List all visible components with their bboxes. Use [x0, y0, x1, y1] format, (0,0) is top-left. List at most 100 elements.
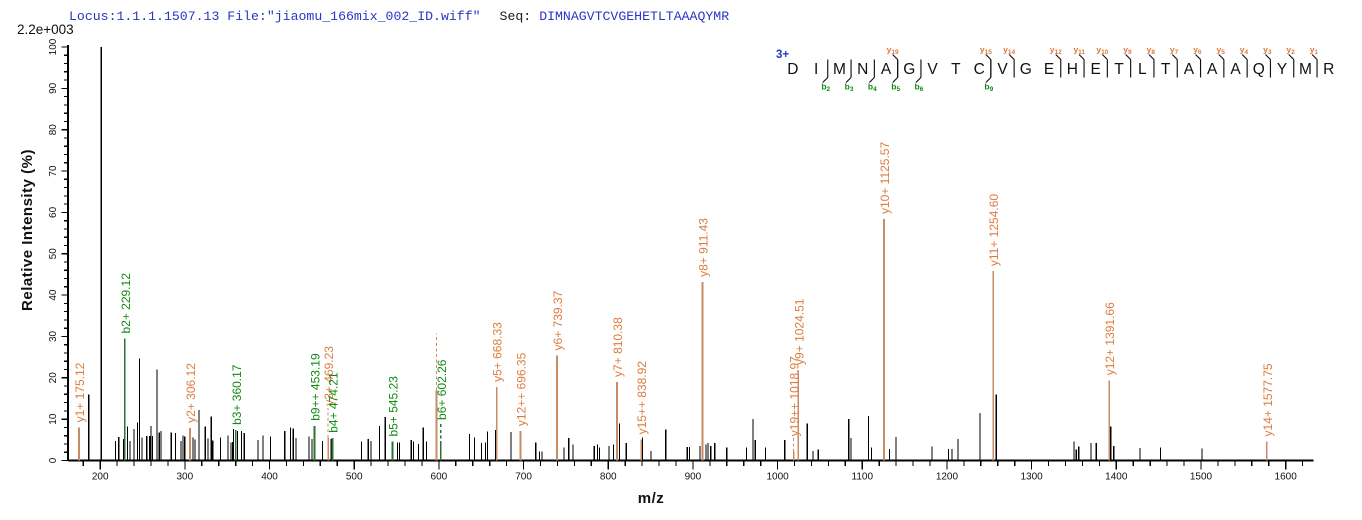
y-fragment-hook: [1148, 54, 1155, 60]
ion-peak: b5+ 545.23: [387, 376, 401, 461]
y-ion-peak-label: y5+ 668.33: [491, 322, 505, 382]
ion-peak: y14+ 1577.75: [1261, 363, 1275, 461]
y-tick-label: 100: [48, 38, 59, 55]
y-tick-label: 0: [48, 457, 59, 463]
fragment-marker-y1: y1: [1310, 45, 1319, 78]
x-tick-label: 1100: [852, 472, 874, 483]
x-tick-label: 800: [600, 472, 617, 483]
y-ion-peak-label: y10+ 1125.57: [878, 142, 892, 215]
ion-peak: y12++ 696.35: [514, 352, 528, 461]
y-tick-label: 70: [48, 165, 59, 177]
residue-letter: Y: [1277, 61, 1287, 78]
residue-letter: I: [814, 61, 818, 78]
y-fragment-hook: [1008, 54, 1015, 60]
fragment-marker-y9: y9: [1123, 45, 1132, 78]
y-tick-label: 30: [48, 330, 59, 342]
ion-peak: y6+ 739.37: [551, 290, 565, 461]
fragment-marker-b3: b3: [845, 59, 854, 94]
fragment-marker-b6: b6: [915, 59, 924, 94]
y-fragment-hook: [1055, 54, 1062, 60]
fragment-marker-y14: y14: [1003, 45, 1016, 78]
b-fragment-label: b6: [915, 82, 924, 94]
residue-letter: V: [927, 61, 938, 78]
y-fragment-hook: [1078, 54, 1085, 60]
residue-letter: C: [974, 61, 985, 78]
b-ion-peak-label: b6+ 602.26: [435, 359, 449, 420]
header-line: Locus:1.1.1.1507.13 File:"jiaomu_166mix_…: [69, 9, 729, 24]
y-fragment-hook: [1265, 54, 1271, 60]
y-fragment-hook: [1288, 54, 1295, 60]
fragment-marker-y4: y4: [1240, 45, 1249, 78]
y-ion-peak-label: y14+ 1577.75: [1261, 363, 1275, 436]
y-ion-peak-label: y6+ 739.37: [551, 290, 565, 350]
ion-peak: y19++ 1018.97: [788, 356, 802, 461]
y-fragment-label: y9: [1123, 45, 1132, 57]
axes: 200 300 400 500 600 700 800 900 1000 1100 1200 1300…: [19, 38, 1314, 507]
x-tick-label: 600: [431, 472, 448, 483]
y-fragment-hook: [1241, 54, 1248, 60]
ion-peak: y11+ 1254.60: [987, 194, 1001, 461]
y-fragment-hook: [892, 54, 899, 60]
y-tick-label: 60: [48, 206, 59, 218]
ion-peak: b9++ 453.19: [309, 353, 323, 461]
x-tick-label: 400: [261, 472, 278, 483]
residue-letter: V: [997, 61, 1008, 78]
y-fragment-label: y11: [1073, 45, 1085, 57]
ion-peak: y15++ 838.92: [635, 361, 649, 461]
residue-letter: A: [1184, 61, 1195, 78]
b-ion-peak-label: b9++ 453.19: [309, 353, 323, 421]
y-fragment-label: y7: [1170, 45, 1179, 57]
y-fragment-label: y15: [980, 45, 992, 57]
annotated-peaks: y1+ 175.12 b2+ 229.12 y2+ 306.12 b3+ 360.17…: [73, 142, 1275, 461]
b-fragment-label: b5: [891, 82, 900, 94]
y-fragment-label: y19: [887, 45, 899, 57]
y-tick-label: 40: [48, 289, 59, 301]
y-ion-peak-label: y2+ 306.12: [184, 363, 198, 423]
ion-peak: y12+ 1391.66: [1103, 302, 1117, 461]
y-fragment-label: y8: [1147, 45, 1156, 57]
fragment-marker-b9: b9: [984, 59, 994, 93]
y-ion-peak-label: y3+ 469.23: [322, 346, 336, 406]
y-ion-peak-label: y15++ 838.92: [635, 361, 649, 435]
y-tick-label: 50: [48, 248, 59, 260]
x-axis-title: m/z: [638, 490, 665, 507]
b-fragment-label: b2: [821, 82, 830, 94]
fragment-marker-y7: y7: [1170, 45, 1179, 78]
residue-letter: E: [1091, 61, 1101, 78]
y-fragment-label: y6: [1193, 45, 1202, 57]
y-ion-peak-label: y7+ 810.38: [611, 317, 625, 377]
ion-peak: b4+ 474.21: [326, 372, 340, 461]
peptide-sequence-text: DIMNAGVTCVGEHETLTAAAQYMR: [539, 9, 730, 24]
residue-letter: M: [833, 61, 846, 78]
ion-peak: y5+ 668.33: [491, 322, 505, 461]
y-ion-peak-label: y11+ 1254.60: [987, 194, 1001, 267]
y-tick-label: 20: [48, 372, 59, 384]
b-fragment-hook: [892, 77, 899, 83]
y-fragment-hook: [1101, 54, 1108, 60]
residue-letter: N: [857, 61, 868, 78]
y-tick-label: 90: [48, 82, 59, 94]
y-ion-peak-label: y1+ 175.12: [73, 362, 87, 422]
peaks: [88, 47, 1203, 461]
residue-letter: R: [1323, 61, 1334, 78]
seq-label: Seq:: [499, 9, 532, 24]
residue-letter: D: [787, 61, 798, 78]
b-ion-peak-label: b3+ 360.17: [230, 364, 244, 425]
x-tick-label: 900: [685, 472, 702, 483]
fragment-marker-y12: y12: [1050, 45, 1062, 78]
b-fragment-label: b3: [845, 82, 854, 94]
x-tick-label: 1500: [1190, 472, 1213, 483]
residue-letter: H: [1067, 61, 1078, 78]
y-fragment-label: y1: [1310, 45, 1319, 57]
ion-peak: b3+ 360.17: [230, 364, 244, 461]
x-tick-label: 1200: [936, 472, 959, 483]
ion-peak: b6+ 602.26: [435, 359, 449, 461]
b-fragment-hook: [868, 77, 875, 83]
y-ion-peak-label: y19++ 1018.97: [788, 356, 802, 436]
x-tick-label: 700: [515, 472, 532, 483]
max-intensity-value: 2.2e+003: [17, 22, 74, 37]
x-tick-label: 300: [177, 472, 194, 483]
y-ion-peak-label: y9+ 1024.51: [792, 298, 806, 365]
